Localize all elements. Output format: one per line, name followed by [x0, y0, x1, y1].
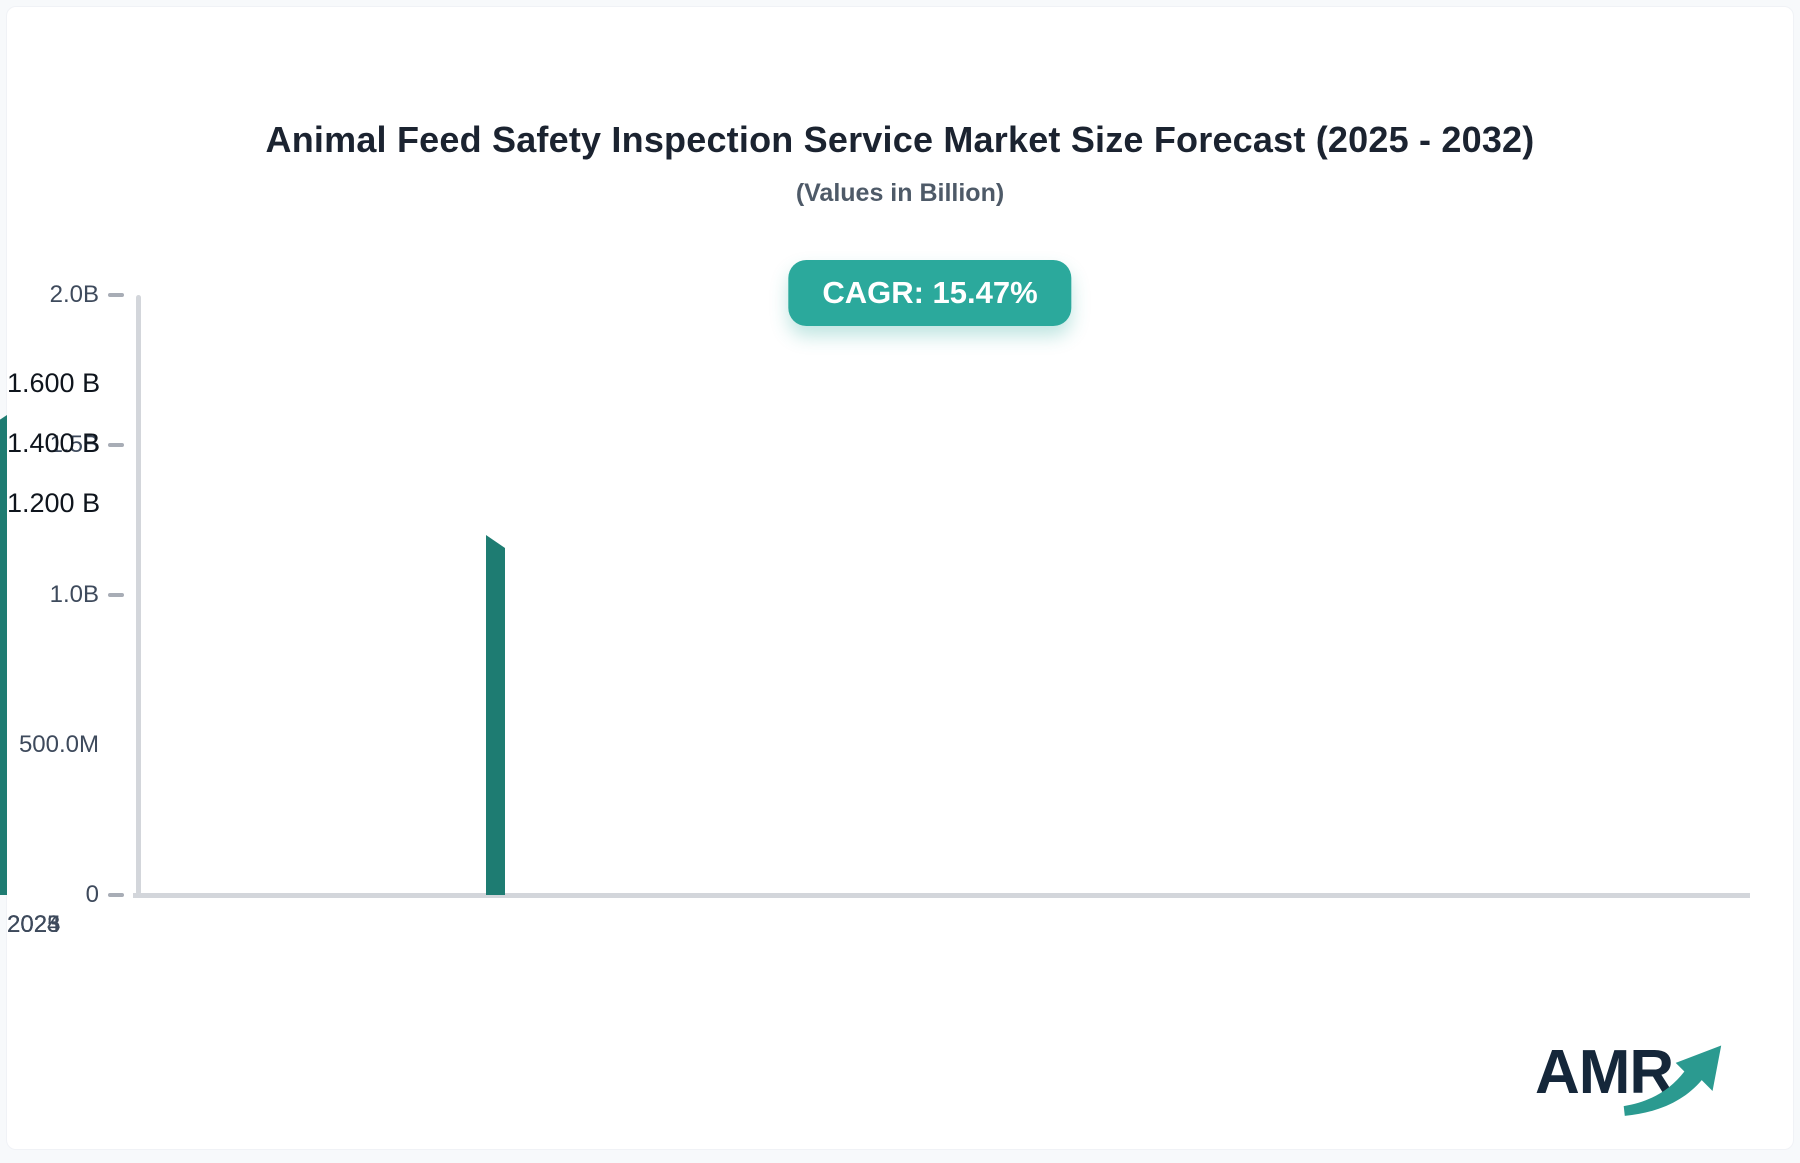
cagr-badge: CAGR: 15.47%: [788, 260, 1072, 326]
chart-card: Animal Feed Safety Inspection Service Ma…: [0, 6, 1794, 1150]
bar-2025-3d-side: [0, 415, 7, 895]
amr-logo: AMR: [1535, 1037, 1725, 1121]
y-tick-label: 0: [85, 881, 99, 908]
y-tick-label: 1.0B: [49, 581, 99, 608]
x-axis-line: [133, 893, 1750, 898]
bar-2023-3d-side: [486, 535, 505, 895]
chart-title: Animal Feed Safety Inspection Service Ma…: [265, 119, 1535, 160]
y-tick-label: 2.0B: [49, 281, 99, 308]
y-tick-mark: [108, 293, 124, 297]
y-tick-mark: [108, 593, 124, 597]
amr-logo-arrow-icon: [1623, 1045, 1722, 1116]
amr-logo-text: AMR: [1535, 1038, 1674, 1107]
y-axis-line: [136, 295, 141, 895]
chart-subtitle: (Values in Billion): [795, 179, 1005, 207]
y-tick-label: 1.5B: [49, 431, 99, 458]
y-tick-label: 500.0M: [18, 731, 99, 758]
plot-area: 2.0B 1.5B 1.0B 500.0M 0 1.200 B 2023 1.400 B…: [0, 7, 1800, 1163]
y-tick-mark: [108, 443, 124, 447]
y-tick-mark: [108, 893, 124, 897]
